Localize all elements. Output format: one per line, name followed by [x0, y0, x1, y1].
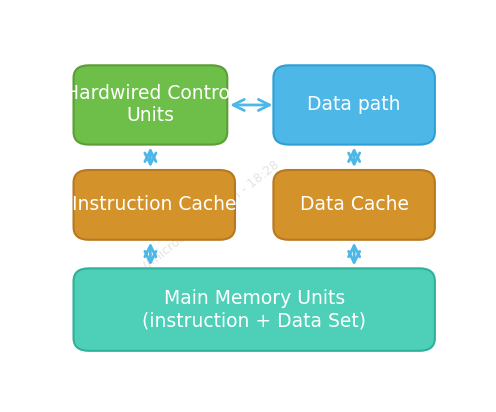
Text: Data path: Data path [308, 96, 401, 115]
FancyBboxPatch shape [73, 66, 227, 145]
FancyBboxPatch shape [73, 268, 435, 351]
Text: Main Memory Units
(instruction + Data Set): Main Memory Units (instruction + Data Se… [142, 289, 366, 330]
Text: Hardwired Control
Units: Hardwired Control Units [65, 84, 236, 126]
FancyBboxPatch shape [273, 170, 435, 240]
FancyBboxPatch shape [73, 170, 235, 240]
FancyBboxPatch shape [273, 66, 435, 145]
Text: Data Cache: Data Cache [300, 195, 409, 214]
Text: Instruction Cache: Instruction Cache [72, 195, 237, 214]
Text: https://microdigisoft.com - 18:28: https://microdigisoft.com - 18:28 [112, 159, 281, 295]
